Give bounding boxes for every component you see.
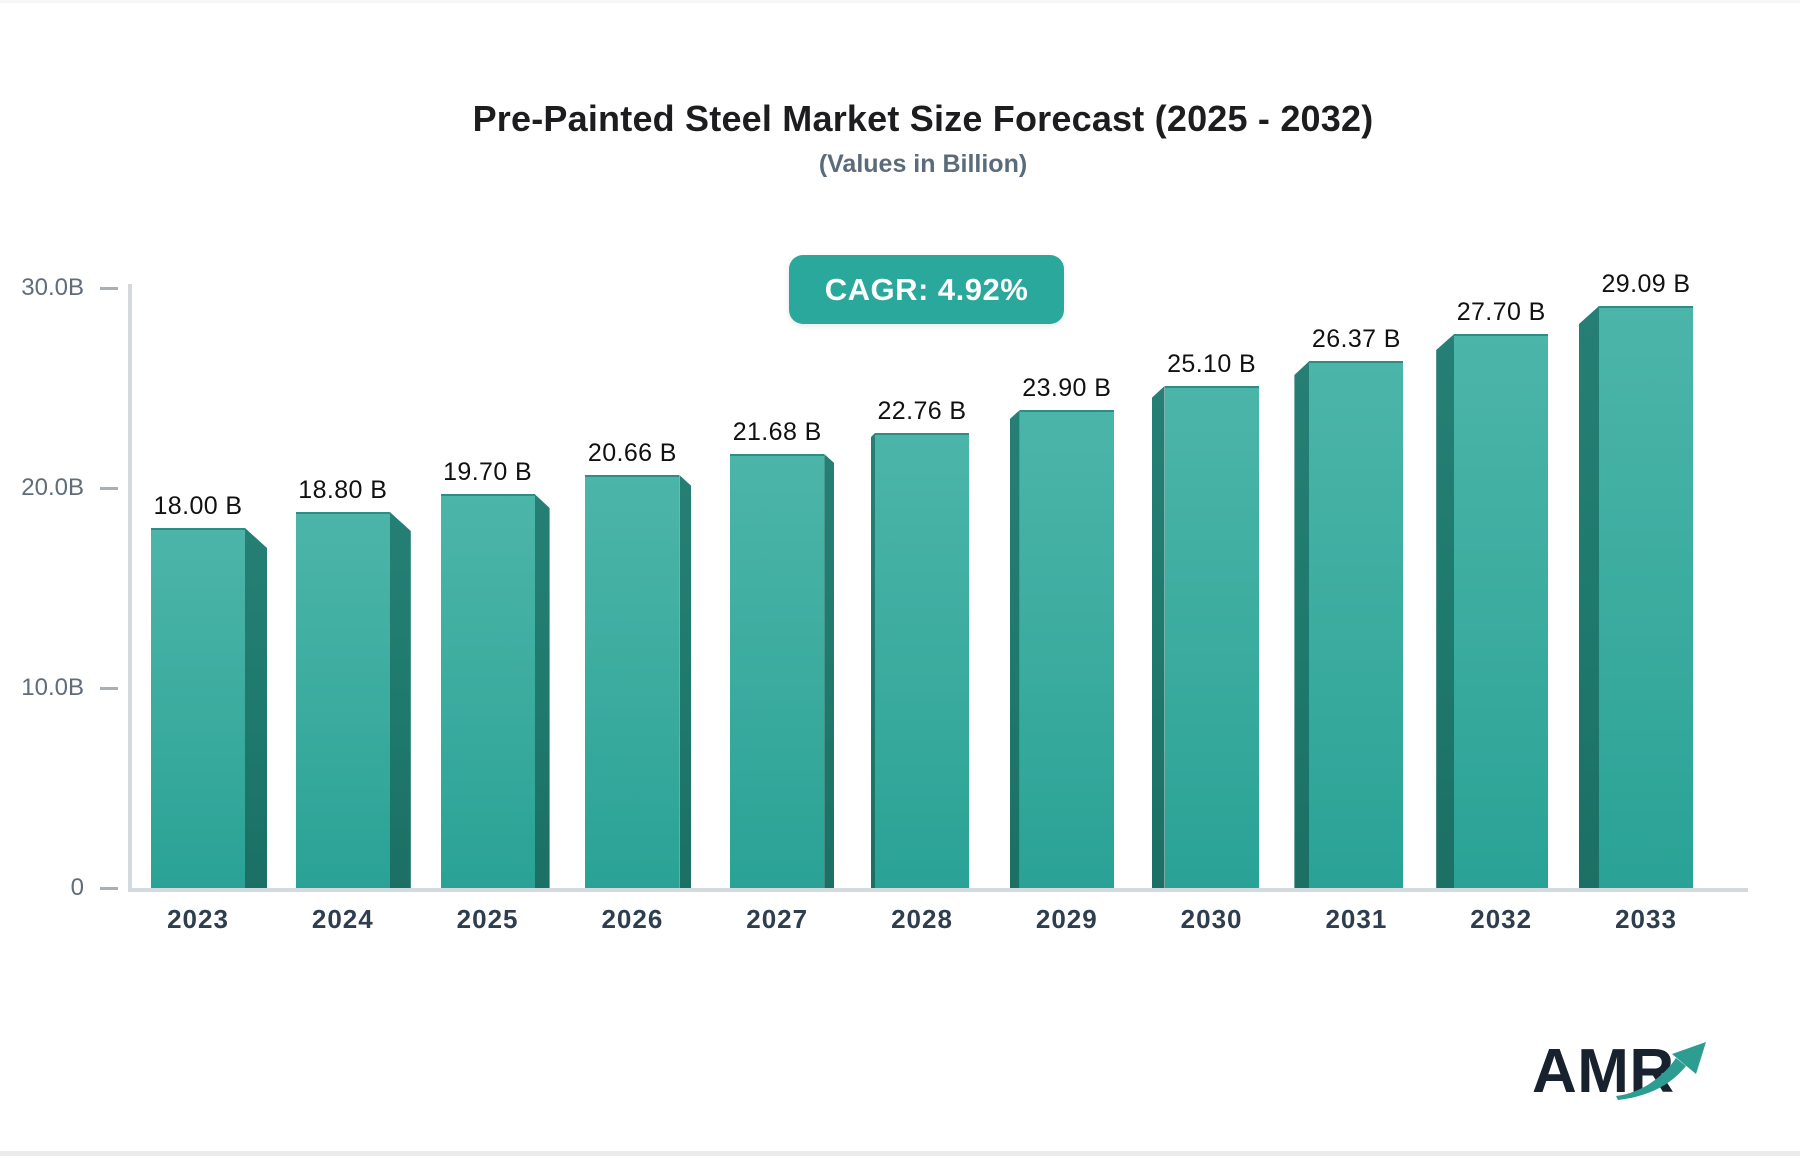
chart-title: Pre-Painted Steel Market Size Forecast (… [472, 98, 1374, 139]
x-axis-label-2026: 2026 [601, 904, 664, 934]
bar-value-label-2030: 25.10 B [1167, 350, 1257, 378]
bar-value-label-2026: 20.66 B [587, 439, 677, 467]
bar-side-2033 [1579, 306, 1599, 890]
x-axis-label-2032: 2032 [1470, 904, 1533, 934]
bar-value-label-2031: 26.37 B [1311, 325, 1401, 353]
y-axis-tick [100, 487, 118, 490]
cagr-badge: CAGR: 4.92% [789, 255, 1064, 324]
y-axis-tick [100, 887, 118, 890]
bar-value-label-2024: 18.80 B [298, 476, 388, 504]
x-axis-label-2029: 2029 [1035, 904, 1098, 934]
bar-value-label-2027: 21.68 B [732, 418, 822, 446]
bar-value-label-2028: 22.76 B [877, 397, 967, 425]
x-axis-label-2030: 2030 [1180, 904, 1243, 934]
x-axis-label-2025: 2025 [456, 904, 519, 934]
y-axis-tick [100, 687, 118, 690]
bar-2029 [1019, 410, 1114, 890]
bar-2033 [1599, 306, 1693, 890]
bar-side-2032 [1436, 334, 1455, 890]
x-axis-label-2028: 2028 [891, 904, 953, 934]
bar-2025 [440, 494, 535, 890]
bar-2027 [730, 454, 825, 890]
bar-value-label-2025: 19.70 B [443, 458, 533, 486]
bar-2026 [585, 475, 680, 890]
bar-side-2028 [871, 433, 875, 890]
bar-value-label-2029: 23.90 B [1022, 374, 1112, 402]
x-axis-line [128, 888, 1748, 892]
bar-2028 [875, 433, 969, 890]
bar-2024 [295, 512, 390, 890]
chart-subtitle: (Values in Billion) [818, 150, 1028, 178]
bar-side-2030 [1151, 386, 1165, 890]
bar-value-label-2032: 27.70 B [1456, 298, 1546, 326]
bar-side-2027 [824, 454, 835, 890]
cagr-badge-label: CAGR: 4.92% [824, 271, 1029, 307]
x-axis-label-2023: 2023 [167, 904, 229, 934]
y-axis-line [128, 284, 132, 892]
bar-2030 [1164, 386, 1259, 890]
growth-arrow-icon [1616, 1042, 1706, 1100]
amr-logo: AMR [1532, 1036, 1712, 1108]
bar-side-2024 [389, 512, 411, 890]
x-axis-label-2031: 2031 [1325, 904, 1388, 934]
amr-logo-text: AMR [1532, 1037, 1675, 1106]
x-axis-label-2027: 2027 [746, 904, 809, 934]
x-axis-label-2024: 2024 [311, 904, 374, 934]
bar-value-label-2023: 18.00 B [153, 492, 243, 520]
y-axis-label-10.0B: 10.0B [21, 674, 84, 701]
bar-side-2025 [534, 494, 550, 890]
bar-side-2026 [679, 475, 692, 890]
y-axis-label-30.0B: 30.0B [21, 274, 84, 301]
bar-value-label-2033: 29.09 B [1601, 270, 1691, 298]
bar-side-2023 [245, 528, 267, 890]
bar-2023 [151, 528, 245, 890]
page-edge-bottom [0, 1151, 1800, 1156]
bar-side-2029 [1009, 410, 1020, 890]
bar-side-2031 [1294, 361, 1310, 890]
page-edge-top [0, 0, 1800, 3]
bar-2031 [1309, 361, 1404, 890]
y-axis-tick [100, 287, 118, 290]
y-axis-label-0: 0 [70, 874, 84, 901]
bar-2032 [1454, 334, 1549, 890]
x-axis-label-2033: 2033 [1615, 904, 1677, 934]
y-axis-label-20.0B: 20.0B [21, 474, 84, 501]
